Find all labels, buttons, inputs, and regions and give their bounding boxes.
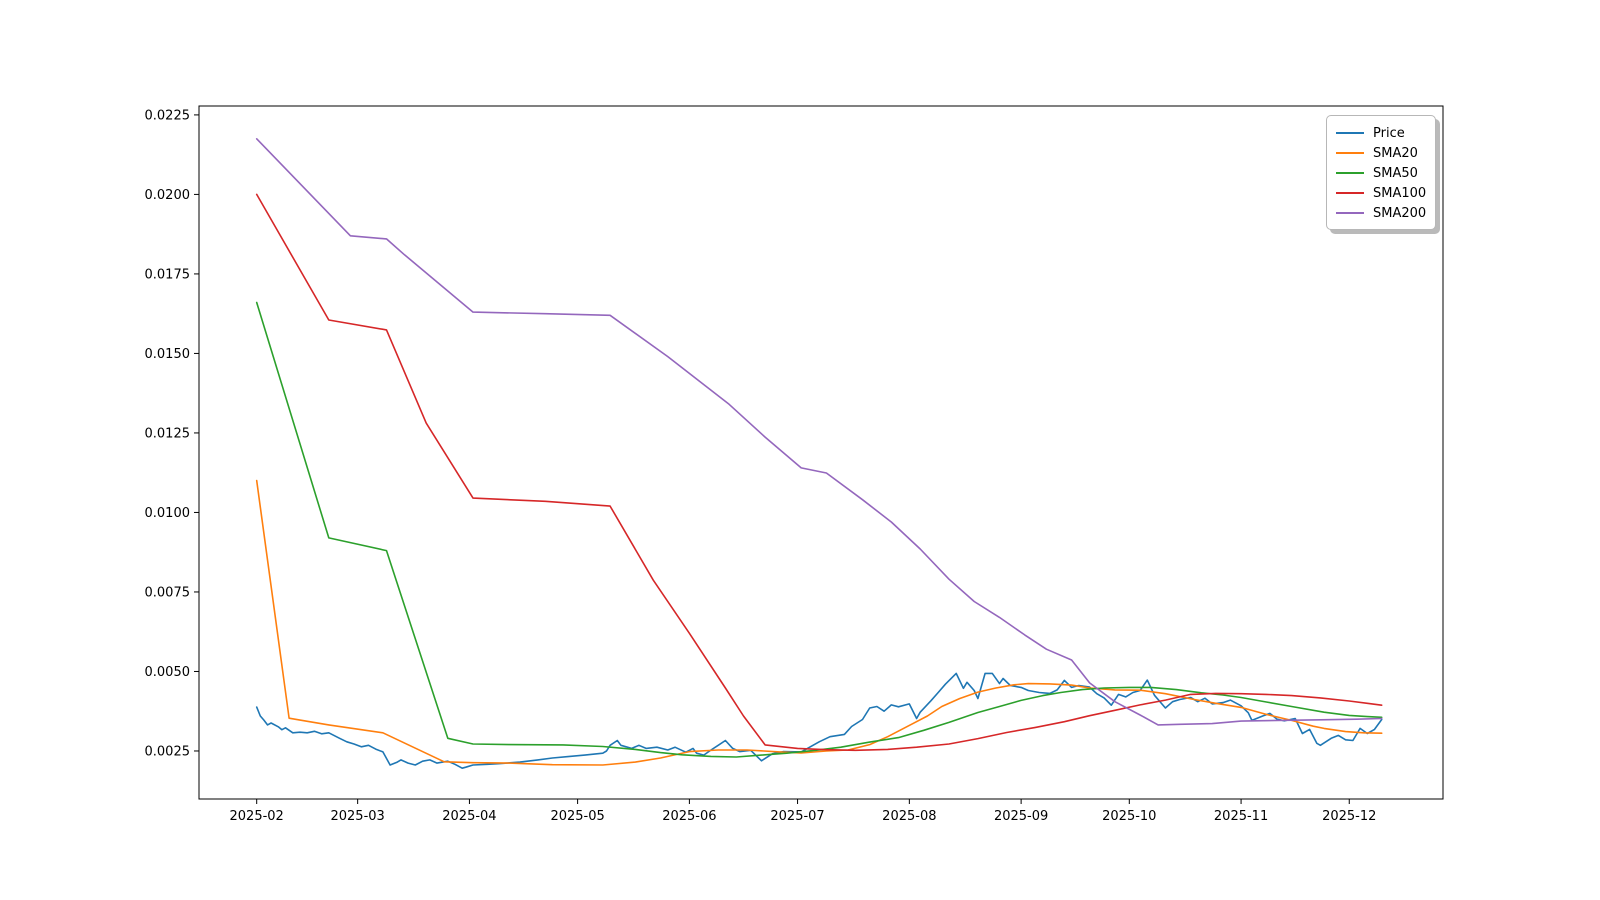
series-line-price [255,672,1383,770]
y-tick-label: 0.0125 [145,426,191,441]
legend-item-price: Price [1336,123,1426,143]
x-tick-label: 2025-07 [770,809,824,824]
legend-item-sma20: SMA20 [1336,143,1426,163]
series-line-sma100 [255,193,1383,752]
legend-line-swatch [1336,192,1364,194]
series-line-sma20 [255,479,1383,766]
x-tick-label: 2025-02 [230,809,284,824]
legend-line-swatch [1336,132,1364,134]
series-line-sma50 [255,301,1383,758]
legend: Price SMA20 SMA50 SMA100 SMA200 [1326,115,1436,230]
y-tick-label: 0.0075 [145,585,191,600]
y-tick-label: 0.0025 [145,744,191,759]
legend-item-sma50: SMA50 [1336,163,1426,183]
x-tick-label: 2025-08 [882,809,936,824]
legend-item-sma200: SMA200 [1336,203,1426,223]
x-tick-label: 2025-06 [662,809,716,824]
x-tick-label: 2025-12 [1322,809,1376,824]
legend-line-swatch [1336,172,1364,174]
y-tick-label: 0.0150 [145,347,191,362]
x-tick-label: 2025-04 [442,809,496,824]
x-tick-label: 2025-10 [1102,809,1156,824]
legend-label: SMA20 [1373,145,1418,161]
y-tick-label: 0.0175 [145,267,191,282]
x-tick-label: 2025-05 [550,809,604,824]
y-tick-label: 0.0200 [145,188,191,203]
axes-box [198,105,1444,800]
legend-label: Price [1373,125,1405,141]
x-tick-label: 2025-11 [1214,809,1268,824]
y-tick-label: 0.0050 [145,665,191,680]
x-tick-label: 2025-09 [994,809,1048,824]
legend-item-sma100: SMA100 [1336,183,1426,203]
legend-label: SMA50 [1373,165,1418,181]
y-tick-label: 0.0225 [145,108,191,123]
legend-line-swatch [1336,152,1364,154]
legend-label: SMA100 [1373,185,1427,201]
series-line-sma200 [255,138,1383,726]
legend-label: SMA200 [1373,205,1427,221]
legend-line-swatch [1336,212,1364,214]
y-tick-label: 0.0100 [145,506,191,521]
x-tick-label: 2025-03 [330,809,384,824]
